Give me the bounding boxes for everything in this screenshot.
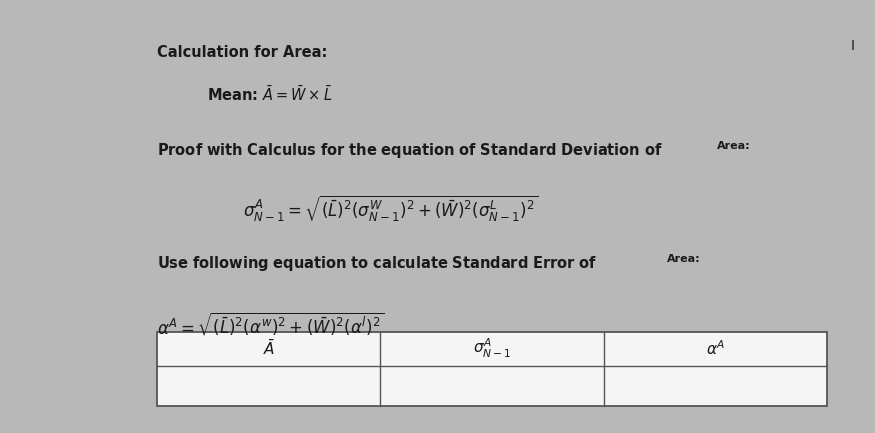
- Text: $\mathbf{Use\ following\ equation\ to\ calculate\ Standard\ Error\ of}$: $\mathbf{Use\ following\ equation\ to\ c…: [157, 254, 598, 273]
- Text: Calculation for Area:: Calculation for Area:: [157, 45, 327, 60]
- Text: Mean: $\bar{A} = \bar{W} \times \bar{L}$: Mean: $\bar{A} = \bar{W} \times \bar{L}$: [207, 85, 332, 104]
- Text: $\mathbf{Proof\ with\ Calculus\ for\ the\ equation\ of\ Standard\ Deviation\ of}: $\mathbf{Proof\ with\ Calculus\ for\ the…: [157, 141, 662, 160]
- Text: $\sigma^{A}_{N-1} = \sqrt{(\bar{L})^2(\sigma^{W}_{N-1})^2 + (\bar{W})^2(\sigma^{: $\sigma^{A}_{N-1} = \sqrt{(\bar{L})^2(\s…: [242, 193, 538, 223]
- Text: $\bar{A}$: $\bar{A}$: [262, 339, 275, 359]
- Text: $\sigma^{A}_{N-1}$: $\sigma^{A}_{N-1}$: [473, 337, 511, 360]
- Text: $\alpha^{A}$: $\alpha^{A}$: [706, 339, 725, 358]
- Text: $\alpha^{A} = \sqrt{(\bar{L})^2(\alpha^{w})^2 + (\bar{W})^2(\alpha^{l})^2}$: $\alpha^{A} = \sqrt{(\bar{L})^2(\alpha^{…: [157, 310, 384, 338]
- Text: Area:: Area:: [667, 254, 701, 264]
- Text: I: I: [851, 39, 855, 53]
- FancyBboxPatch shape: [157, 332, 828, 406]
- Text: Area:: Area:: [717, 141, 751, 151]
